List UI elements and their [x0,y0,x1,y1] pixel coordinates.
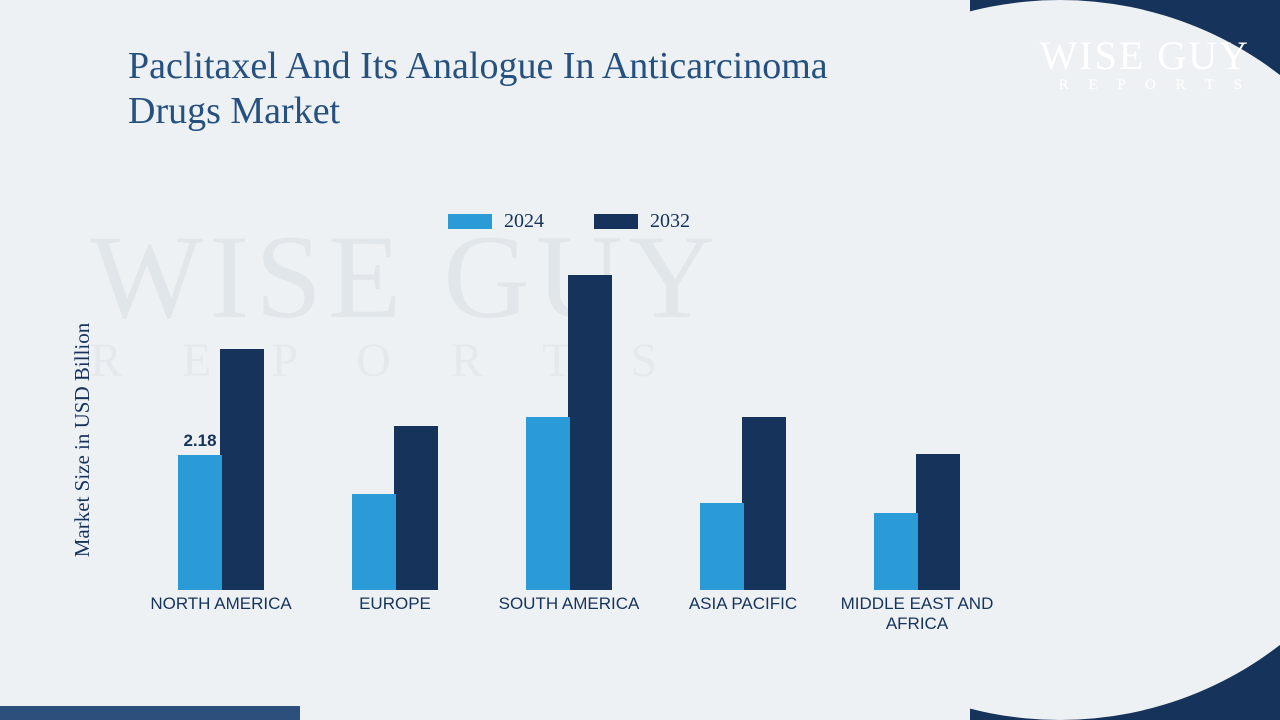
bar-groups: 2.18 [134,250,1004,590]
x-label-eu: EUROPE [308,594,482,635]
legend-item-2024: 2024 [448,210,544,233]
x-label-na: NORTH AMERICA [134,594,308,635]
legend-item-2032: 2032 [594,210,690,233]
y-axis-label: Market Size in USD Billion [70,323,95,558]
logo-line-2: R E P O R T S [1040,77,1250,94]
legend-label-2032: 2032 [650,210,690,233]
legend-swatch-2024 [448,214,492,229]
market-chart-infographic: WISE GUY R E P O R T S Paclitaxel And It… [0,0,1280,720]
group-europe [308,250,482,590]
legend-swatch-2032 [594,214,638,229]
x-label-ap: ASIA PACIFIC [656,594,830,635]
wiseguy-logo: WISE GUY R E P O R T S [1040,32,1250,94]
group-north-america: 2.18 [134,250,308,590]
x-label-sa: SOUTH AMERICA [482,594,656,635]
group-asia-pacific [656,250,830,590]
bar-sa-2024 [526,417,570,590]
bar-ap-2032 [742,417,786,590]
group-mea [830,250,1004,590]
bar-mea-2024 [874,513,918,590]
bar-na-2024: 2.18 [178,455,222,590]
group-south-america [482,250,656,590]
legend: 2024 2032 [448,210,690,233]
bar-na-2032 [220,349,264,590]
logo-line-1: WISE GUY [1040,32,1250,79]
bar-eu-2024 [352,494,396,590]
x-label-mea: MIDDLE EAST AND AFRICA [830,594,1004,635]
x-axis-labels: NORTH AMERICA EUROPE SOUTH AMERICA ASIA … [134,594,1004,635]
chart-title: Paclitaxel And Its Analogue In Anticarci… [128,44,888,134]
bar-mea-2032 [916,454,960,590]
bar-sa-2032 [568,275,612,590]
bar-ap-2024 [700,503,744,590]
legend-label-2024: 2024 [504,210,544,233]
bottom-accent-strip [0,706,300,720]
plot-area: 2024 2032 2.18 [134,210,1004,590]
chart-area: Market Size in USD Billion 2024 2032 2.1… [70,170,1020,690]
bar-eu-2032 [394,426,438,590]
bar-label-na-2024: 2.18 [183,431,216,451]
